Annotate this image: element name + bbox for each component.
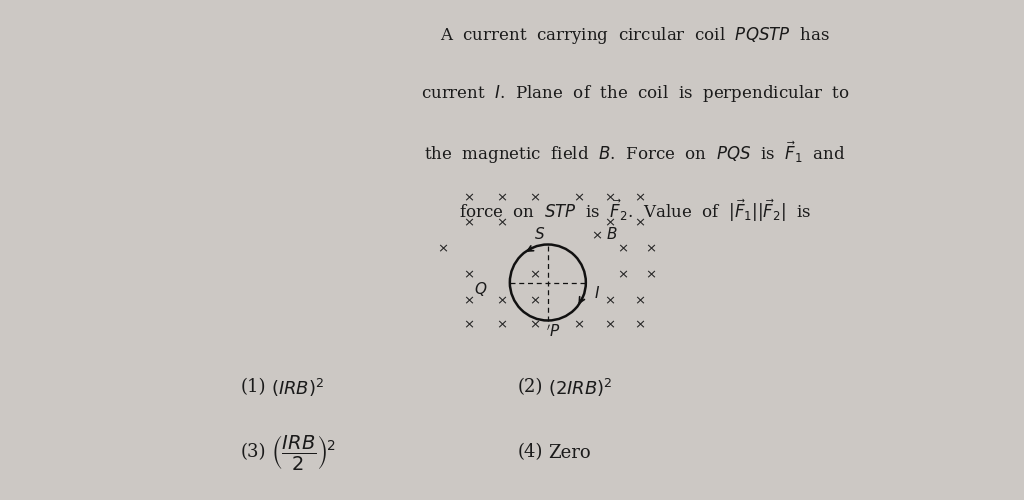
Text: (1): (1) xyxy=(241,378,266,396)
Text: $\times$: $\times$ xyxy=(528,294,541,308)
Text: $\times$: $\times$ xyxy=(634,294,646,308)
Text: $(2IRB)^2$: $(2IRB)^2$ xyxy=(548,376,612,398)
Text: $\times$: $\times$ xyxy=(496,216,508,229)
Text: $\times$: $\times$ xyxy=(644,242,656,255)
Text: $B$: $B$ xyxy=(605,226,617,242)
Text: $\times$: $\times$ xyxy=(463,268,475,281)
Text: Zero: Zero xyxy=(548,444,591,462)
Text: $\times$: $\times$ xyxy=(591,229,602,242)
Text: $\left(\dfrac{IRB}{2}\right)^{\!2}$: $\left(\dfrac{IRB}{2}\right)^{\!2}$ xyxy=(271,433,336,472)
Text: $\times$: $\times$ xyxy=(603,191,615,204)
Text: $\times$: $\times$ xyxy=(634,216,646,229)
Text: force  on  $STP$  is  $\vec{F}_2$.  Value  of  $|\vec{F}_1||\vec{F}_2|$  is: force on $STP$ is $\vec{F}_2$. Value of … xyxy=(459,198,811,224)
Text: current  $I$.  Plane  of  the  coil  is  perpendicular  to: current $I$. Plane of the coil is perpen… xyxy=(421,82,849,103)
Text: $\times$: $\times$ xyxy=(463,216,475,229)
Text: $\times$: $\times$ xyxy=(572,191,585,204)
Text: $Q$: $Q$ xyxy=(474,280,487,297)
Text: $\times$: $\times$ xyxy=(496,191,508,204)
Text: $\times$: $\times$ xyxy=(463,191,475,204)
Text: $\times$: $\times$ xyxy=(496,294,508,308)
Text: the  magnetic  field  $B$.  Force  on  $PQS$  is  $\vec{F}_1$  and: the magnetic field $B$. Force on $PQS$ i… xyxy=(424,140,846,166)
Text: A  current  carrying  circular  coil  $PQSTP$  has: A current carrying circular coil $PQSTP$… xyxy=(440,25,829,46)
Text: $\times$: $\times$ xyxy=(496,318,508,332)
Text: (4): (4) xyxy=(517,444,543,462)
Text: $'P$: $'P$ xyxy=(546,323,560,340)
Text: $\times$: $\times$ xyxy=(603,216,615,229)
Text: $\times$: $\times$ xyxy=(616,242,629,255)
Text: $\times$: $\times$ xyxy=(603,318,615,332)
Text: $\times$: $\times$ xyxy=(603,294,615,308)
Text: $\times$: $\times$ xyxy=(644,268,656,281)
Text: $S$: $S$ xyxy=(535,226,545,242)
Text: $I$: $I$ xyxy=(594,284,600,300)
Text: $\times$: $\times$ xyxy=(616,268,629,281)
Text: $\times$: $\times$ xyxy=(463,318,475,332)
Text: $\times$: $\times$ xyxy=(634,318,646,332)
Text: $\times$: $\times$ xyxy=(528,268,541,281)
Text: $\times$: $\times$ xyxy=(634,191,646,204)
Text: (2): (2) xyxy=(517,378,543,396)
Text: $\times$: $\times$ xyxy=(528,318,541,332)
Text: $\times$: $\times$ xyxy=(528,191,541,204)
Text: $\times$: $\times$ xyxy=(463,294,475,308)
Text: $\times$: $\times$ xyxy=(572,318,585,332)
Text: $\times$: $\times$ xyxy=(436,242,449,255)
Text: (3): (3) xyxy=(241,444,266,462)
Text: $(IRB)^2$: $(IRB)^2$ xyxy=(271,376,325,398)
